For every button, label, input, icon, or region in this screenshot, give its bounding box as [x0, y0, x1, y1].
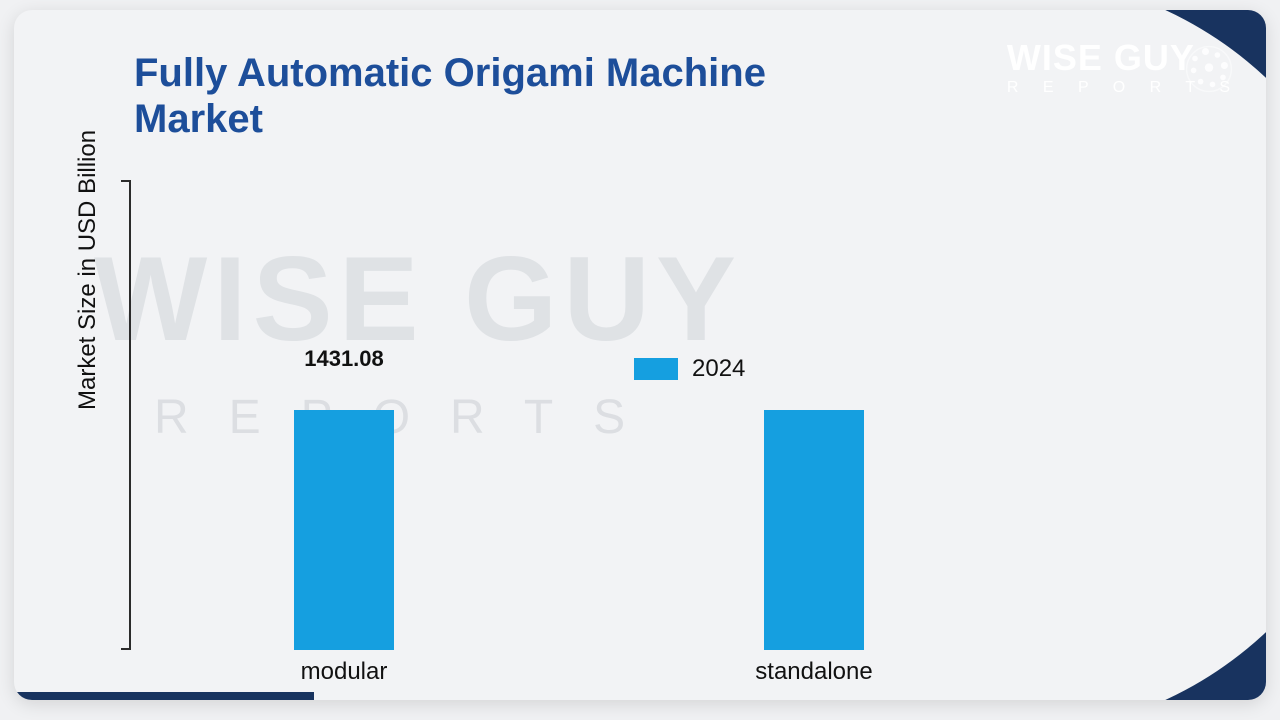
- chart-card: WISE GUY REPORTS WISE GUY R E P O R T S …: [14, 10, 1266, 700]
- stage: WISE GUY REPORTS WISE GUY R E P O R T S …: [0, 0, 1280, 720]
- y-axis-label: Market Size in USD Billion: [74, 130, 102, 410]
- bar-modular: [294, 410, 394, 650]
- legend: 2024: [634, 355, 745, 383]
- chart-title: Fully Automatic Origami Machine Market: [134, 50, 854, 142]
- legend-label: 2024: [692, 355, 745, 383]
- bar-value-label: 1431.08: [304, 346, 384, 378]
- brand-head-icon: [1174, 34, 1244, 104]
- brand-logo: WISE GUY R E P O R T S: [1007, 40, 1240, 96]
- footer-accent-bar: [14, 692, 314, 700]
- category-label: standalone: [755, 658, 872, 686]
- plot-area: 1431.08modularstandalone: [129, 180, 969, 650]
- legend-swatch: [634, 358, 678, 380]
- category-label: modular: [301, 658, 388, 686]
- bar-standalone: [764, 410, 864, 650]
